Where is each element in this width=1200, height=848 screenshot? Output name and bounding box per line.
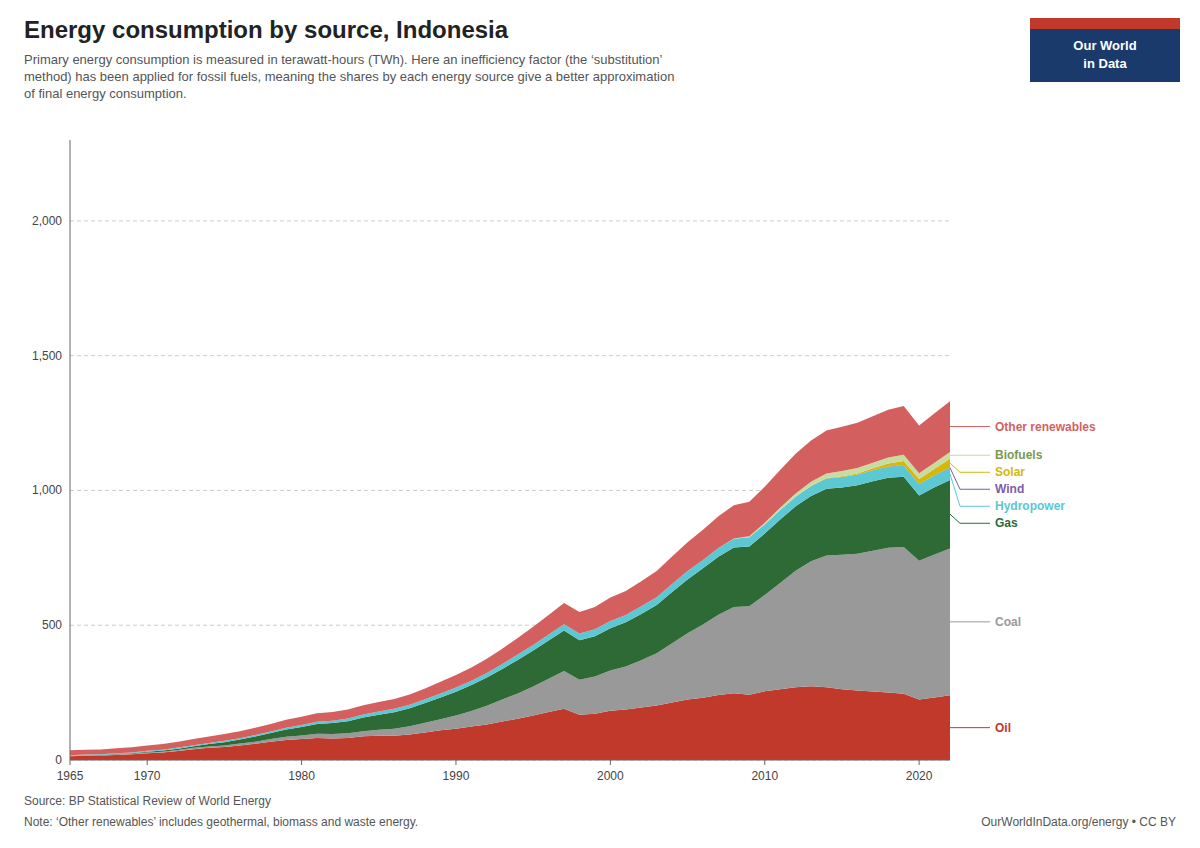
grid-line xyxy=(70,355,950,356)
chart: Energy consumption by source, Indonesia P… xyxy=(0,0,1200,848)
area xyxy=(70,459,950,756)
y-tick-label: 1,500 xyxy=(32,349,62,363)
legend-connector xyxy=(950,727,990,728)
grid-line xyxy=(70,760,950,761)
x-tick-label: 2010 xyxy=(751,769,778,783)
y-axis-line xyxy=(70,140,71,760)
legend-label: Other renewables xyxy=(995,420,1096,434)
areas xyxy=(70,401,950,760)
x-tick-label: 1990 xyxy=(443,769,470,783)
x-tick-label: 1980 xyxy=(288,769,315,783)
y-tick-label: 0 xyxy=(55,753,62,767)
x-tick xyxy=(610,760,611,765)
legend-connector xyxy=(950,514,990,523)
credit: OurWorldInData.org/energy • CC BY xyxy=(981,815,1176,829)
x-axis-line xyxy=(70,760,950,761)
grid-line xyxy=(70,220,950,221)
logo-strip xyxy=(1030,18,1180,29)
legend-connector xyxy=(950,455,990,456)
x-tick xyxy=(919,760,920,765)
logo-box xyxy=(1030,18,1180,82)
title: Energy consumption by source, Indonesia xyxy=(24,16,509,43)
y-axis: 0 500 1,000 1,500 2,000 xyxy=(32,214,950,767)
area xyxy=(70,465,950,755)
subtitle: Primary energy consumption is measured i… xyxy=(24,52,663,67)
logo-text: in Data xyxy=(1083,56,1127,71)
x-tick xyxy=(301,760,302,765)
x-tick-label: 2000 xyxy=(597,769,624,783)
x-tick-label: 1965 xyxy=(57,769,84,783)
logo-text: Our World xyxy=(1073,38,1136,53)
x-axis: 1965 1970 1980 1990 2000 2010 2020 xyxy=(57,760,933,783)
legend-label: Coal xyxy=(995,615,1021,629)
legend-connector xyxy=(950,463,990,472)
legend-label: Oil xyxy=(995,721,1011,735)
area xyxy=(70,477,950,756)
area xyxy=(70,466,950,756)
source: Source: BP Statistical Review of World E… xyxy=(24,794,271,808)
x-tick xyxy=(147,760,148,765)
legend: Other renewables Biofuels Solar Wind Hydropo… xyxy=(950,420,1096,735)
x-tick-label: 1970 xyxy=(134,769,161,783)
legend-label: Solar xyxy=(995,465,1025,479)
legend-connector xyxy=(950,621,990,622)
x-tick xyxy=(70,760,71,765)
y-tick-label: 2,000 xyxy=(32,214,62,228)
legend-connector xyxy=(950,468,990,489)
note: Note: ‘Other renewables’ includes geothe… xyxy=(24,815,418,829)
legend-connector xyxy=(950,474,990,506)
legend-label: Hydropower xyxy=(995,499,1065,513)
x-tick-label: 2020 xyxy=(906,769,933,783)
legend-connector xyxy=(950,426,990,427)
subtitle: method) has been applied for fossil fuel… xyxy=(24,69,674,84)
subtitle: of final energy consumption. xyxy=(24,86,187,101)
x-tick xyxy=(764,760,765,765)
x-tick xyxy=(455,760,456,765)
legend-label: Wind xyxy=(995,482,1024,496)
legend-label: Biofuels xyxy=(995,448,1043,462)
y-tick-label: 1,000 xyxy=(32,483,62,497)
logo: Our World in Data xyxy=(1030,18,1180,82)
legend-label: Gas xyxy=(995,516,1018,530)
y-tick-label: 500 xyxy=(42,618,62,632)
area xyxy=(70,401,950,755)
area xyxy=(70,452,950,755)
